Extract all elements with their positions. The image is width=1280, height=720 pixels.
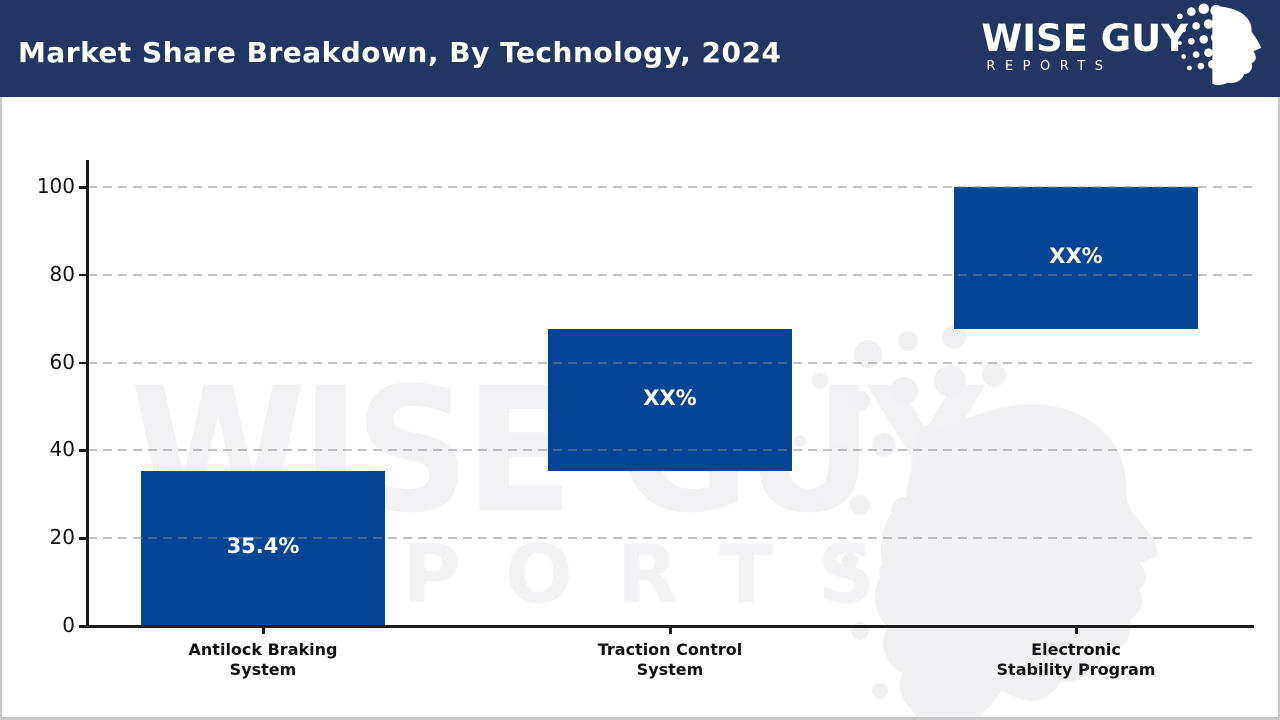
- x-category-label-line: Traction Control: [597, 640, 743, 659]
- wise-guy-logo: WISE GUY REPORTS: [981, 3, 1268, 89]
- y-axis-spine: [86, 160, 89, 628]
- x-category-label: Electronic Stability Program: [926, 640, 1226, 680]
- x-axis-spine: [86, 625, 1254, 628]
- bar-value-label: 35.4%: [226, 534, 300, 559]
- bar-value-label: XX%: [1049, 243, 1103, 268]
- gridline: [88, 449, 1252, 452]
- y-tick: [79, 186, 86, 189]
- gridline: [88, 186, 1252, 188]
- y-tick-label: 40: [49, 437, 75, 462]
- y-tick: [79, 537, 86, 540]
- x-category-label-line: System: [229, 660, 297, 679]
- x-category-label: Traction Control System: [520, 640, 820, 680]
- bar-value-label: XX%: [643, 385, 697, 410]
- header-bar: Market Share Breakdown, By Technology, 2…: [0, 0, 1280, 97]
- x-tick: [262, 627, 265, 634]
- logo-subtext: REPORTS: [986, 59, 1113, 75]
- y-tick: [79, 625, 86, 628]
- bar: [141, 470, 385, 626]
- logo-wordmark: WISE GUY: [981, 16, 1188, 60]
- y-tick: [79, 449, 86, 452]
- y-tick-label: 0: [62, 613, 75, 637]
- y-tick-label: 60: [49, 349, 75, 374]
- bar: [548, 328, 792, 471]
- x-category-label-line: System: [636, 660, 704, 679]
- y-tick-label: 80: [49, 261, 75, 286]
- x-category-label: Antilock Braking System: [113, 640, 413, 680]
- y-tick-label: 20: [49, 525, 75, 550]
- y-tick-label: 100: [36, 174, 75, 198]
- gridline: [88, 273, 1252, 276]
- y-tick: [79, 273, 86, 277]
- gridline: [88, 361, 1252, 364]
- x-tick: [669, 627, 672, 634]
- chart-title: Market Share Breakdown, By Technology, 2…: [18, 36, 782, 69]
- x-tick: [1075, 627, 1078, 634]
- x-category-label-line: Stability Program: [996, 660, 1156, 679]
- y-tick: [79, 361, 86, 365]
- bar: [954, 187, 1198, 329]
- gridline: [88, 537, 1252, 540]
- x-category-label-line: Electronic: [1031, 640, 1121, 659]
- x-category-label-line: Antilock Braking: [188, 640, 338, 659]
- logo-face-icon: [1177, 3, 1262, 86]
